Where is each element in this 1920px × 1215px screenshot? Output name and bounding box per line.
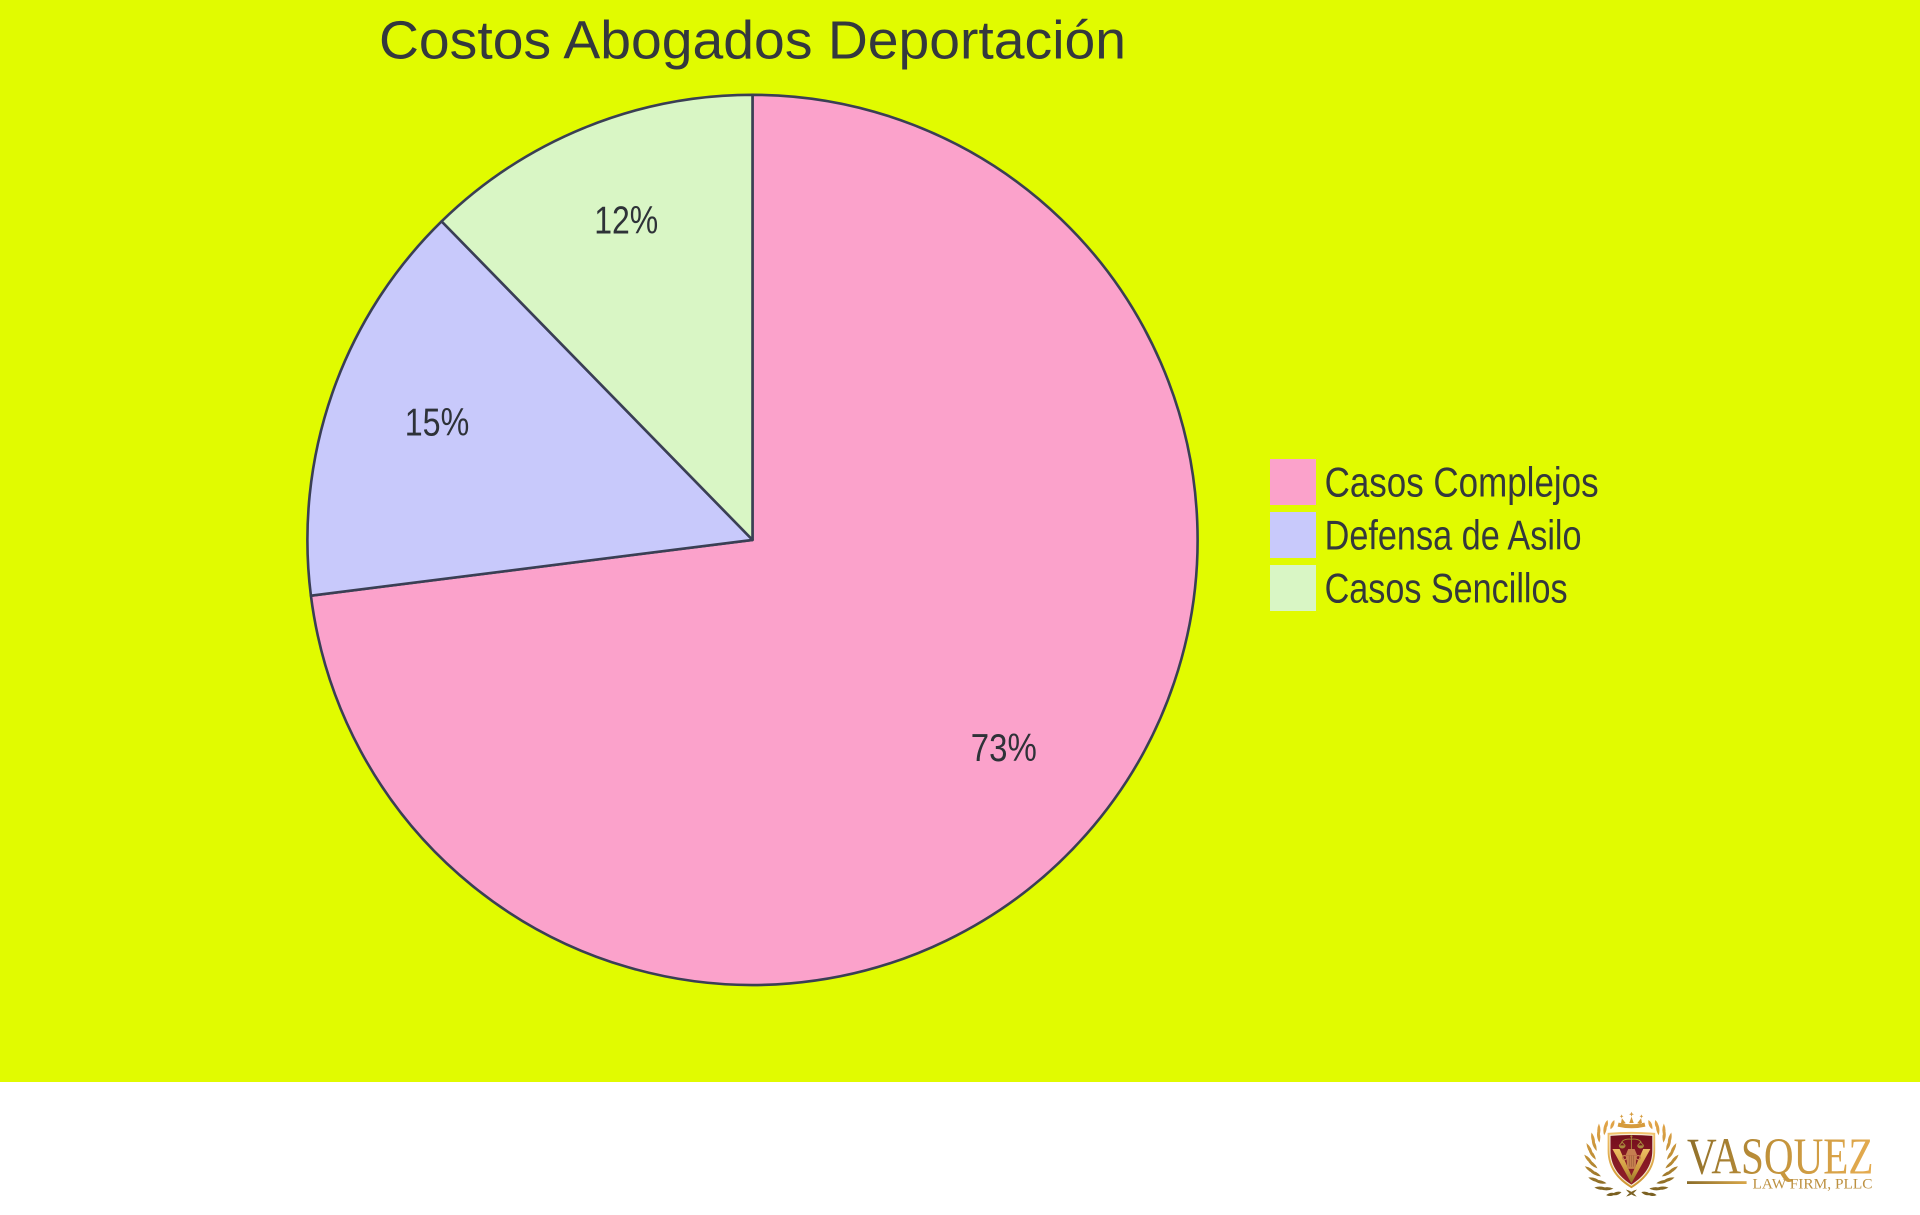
svg-text:15%: 15%	[405, 401, 470, 444]
svg-text:73%: 73%	[971, 727, 1037, 770]
svg-text:Defensa de Asilo: Defensa de Asilo	[1325, 512, 1582, 559]
svg-text:Costos Abogados Deportación: Costos Abogados Deportación	[379, 11, 1126, 71]
svg-text:Casos Complejos: Casos Complejos	[1325, 459, 1599, 506]
svg-text:LAW FIRM, PLLC: LAW FIRM, PLLC	[1753, 1176, 1873, 1192]
svg-text:12%: 12%	[594, 200, 658, 243]
svg-text:Casos Sencillos: Casos Sencillos	[1325, 565, 1568, 612]
svg-text:VASQUEZ: VASQUEZ	[1687, 1129, 1874, 1186]
